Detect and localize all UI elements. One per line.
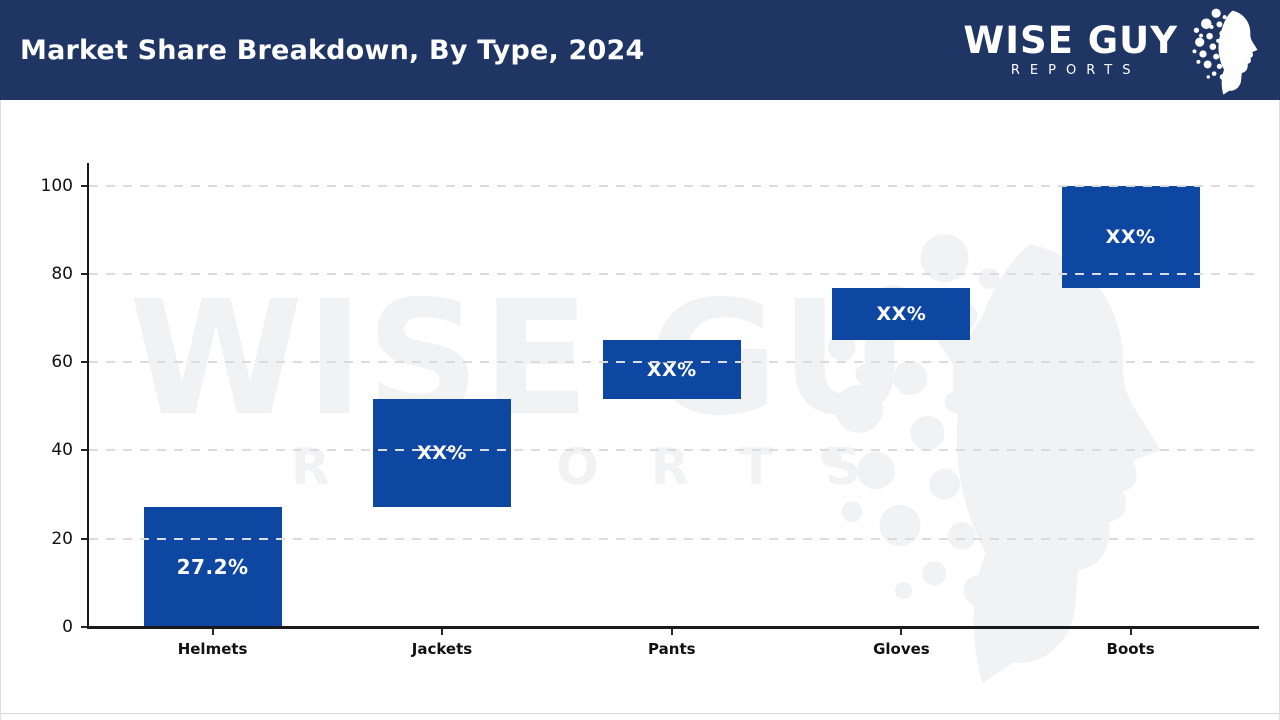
bar-value-label: XX% — [1105, 225, 1156, 248]
logo-subtext: REPORTS — [1010, 63, 1141, 78]
y-axis-tick-label: 100 — [40, 175, 73, 196]
x-axis-category-label: Boots — [1106, 640, 1155, 658]
page-title: Market Share Breakdown, By Type, 2024 — [20, 34, 645, 66]
gridline-y20 — [89, 537, 1259, 540]
gridline-y80 — [89, 272, 1259, 275]
x-axis-tick — [211, 627, 214, 635]
y-axis-tick-label: 60 — [51, 352, 73, 373]
bar-pants: XX% — [602, 340, 741, 400]
y-axis-tick — [81, 272, 89, 275]
x-axis-line — [87, 626, 1259, 629]
x-axis-tick — [900, 627, 903, 635]
y-axis-tick — [81, 626, 89, 628]
y-axis-tick — [81, 537, 89, 540]
bar-jackets: XX% — [373, 399, 511, 507]
gridline-y100 — [89, 184, 1259, 187]
y-axis-tick-label: 40 — [51, 440, 73, 461]
bar-boots: XX% — [1061, 185, 1200, 289]
logo-wordmark: WISE GUY — [963, 19, 1178, 62]
x-axis-category-label: Helmets — [177, 640, 248, 658]
y-axis-tick-label: 20 — [51, 528, 73, 549]
bar-value-label: XX% — [417, 442, 467, 465]
y-axis-tick-label: 80 — [51, 263, 73, 284]
header-bar: Market Share Breakdown, By Type, 2024 WI… — [0, 0, 1280, 100]
y-axis-tick-label: 0 — [62, 617, 73, 637]
gridline-y40 — [89, 449, 1259, 452]
bar-value-label: 27.2% — [176, 554, 249, 579]
x-axis-tick — [441, 627, 443, 635]
x-axis-category-label: Pants — [648, 640, 696, 658]
bar-value-label: XX% — [646, 358, 697, 381]
bar-gloves: XX% — [832, 288, 971, 340]
x-axis-tick — [670, 627, 673, 635]
bar-value-label: XX% — [876, 303, 927, 326]
logo-face-icon — [1192, 8, 1258, 95]
y-axis-line — [87, 163, 89, 629]
brand-logo: WISE GUY REPORTS — [963, 4, 1272, 96]
bottom-border-line — [0, 713, 1280, 714]
x-axis-category-label: Gloves — [873, 640, 930, 658]
x-axis-category-label: Jackets — [411, 640, 473, 658]
y-axis-tick — [81, 361, 89, 364]
bar-helmets: 27.2% — [143, 506, 282, 627]
chart-area: WISE GUY REPORTS 0 20 40 60 80 100 27.2% XX% XX%… — [0, 100, 1280, 720]
logo-wordmark-block: WISE GUY REPORTS — [963, 22, 1178, 78]
x-axis-tick — [1129, 627, 1132, 635]
y-axis-tick — [81, 184, 89, 187]
gridline-y60 — [89, 361, 1259, 364]
y-axis-tick — [81, 449, 89, 452]
